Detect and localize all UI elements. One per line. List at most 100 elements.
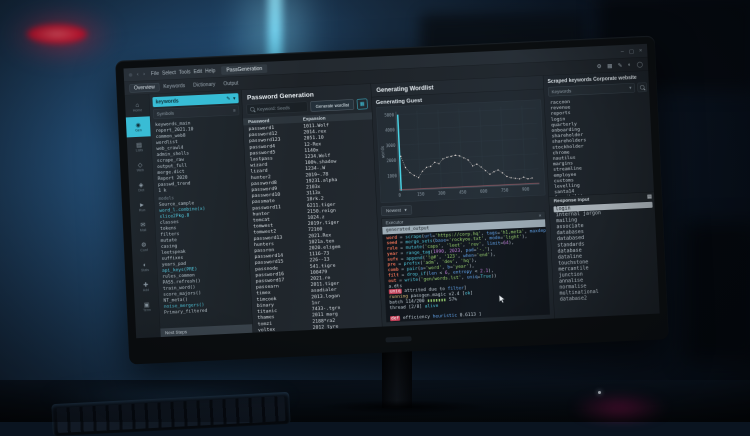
sidebar-item-stats[interactable]: ◐ Stats [132, 256, 157, 277]
sidebar-icon: ◐ [143, 261, 147, 268]
chevron-down-icon: ▾ [404, 207, 407, 213]
sidebar-icon: ► [139, 201, 145, 208]
sidebar-item-label: Stats [141, 269, 149, 273]
svg-text:600: 600 [480, 188, 488, 193]
svg-text:150: 150 [417, 191, 425, 196]
sidebar-item-lists[interactable]: ▤ Lists [127, 136, 152, 157]
keyword-seeds-value: Keyword: Seeds [257, 105, 290, 112]
minimize-button[interactable]: – [621, 48, 624, 55]
menu-item[interactable]: Tools [177, 68, 192, 76]
sidebar-item-label: Web [137, 169, 144, 173]
menu-item[interactable]: Select [160, 69, 177, 77]
sidebar-icon: ⌂ [135, 101, 139, 108]
response-input-title: Response Input [554, 197, 590, 204]
edit-icon[interactable]: ✎ [226, 96, 230, 102]
chevron-down-icon[interactable]: ▾ [233, 96, 236, 102]
chevron-down-icon: ▾ [629, 85, 632, 91]
svg-text:3000: 3000 [386, 143, 396, 148]
svg-text:900: 900 [522, 186, 530, 191]
nav-back-icon[interactable]: ‹ [137, 71, 139, 77]
svg-text:1000: 1000 [387, 173, 397, 178]
red-lamp [26, 24, 88, 44]
keywords-filter-value: Keywords [551, 88, 571, 94]
magenta-glow [572, 394, 668, 422]
close-button[interactable]: × [639, 47, 643, 54]
tab-keywords[interactable]: Keywords [159, 82, 189, 91]
sidebar-icon: ▤ [136, 141, 142, 148]
scraped-keywords-panel: Scraped keywords Corporate website Keywo… [543, 71, 659, 319]
search-button[interactable] [637, 82, 647, 92]
keyboard-keys [57, 396, 286, 433]
monitor-stand [382, 346, 412, 408]
sort-dropdown[interactable]: Newest ▾ [381, 205, 412, 216]
terminal-panel: Executor × generated_output word = scrap… [381, 211, 550, 323]
sidebar-icon: ⚙ [141, 241, 147, 248]
sidebar-item-web[interactable]: ◇ Web [128, 156, 153, 177]
sidebar-icon: ◉ [135, 121, 141, 128]
sidebar-item-run[interactable]: ► Run [130, 196, 155, 217]
sidebar-item-generator[interactable]: ◉ Gen [126, 116, 151, 137]
sidebar-item-terminal[interactable]: ▣ Term [134, 296, 159, 317]
tab-output[interactable]: Output [219, 79, 242, 88]
maximize-button[interactable]: ▢ [629, 48, 635, 55]
tab-dictionary[interactable]: Dictionary [189, 80, 220, 89]
sort-dropdown-label: Newest [386, 208, 401, 214]
wordlist-column: Generating Wordlist Generating Guest 100… [371, 76, 555, 327]
sidebar-item-label: Add [143, 289, 149, 293]
generate-wordlist-button[interactable]: Generate wordlist [310, 99, 354, 112]
terminal-title: Executor [385, 219, 403, 225]
chair-silhouette [684, 222, 750, 362]
svg-text:words: words [380, 145, 386, 158]
menu-item[interactable]: Help [203, 67, 217, 75]
menu-item[interactable]: File [149, 70, 160, 78]
close-icon[interactable]: × [539, 213, 542, 218]
sidebar-item-label: Home [133, 109, 142, 113]
app-tab[interactable]: PassGeneration [221, 64, 267, 75]
search-icon [250, 107, 255, 112]
sidebar-item-label: Run [139, 209, 146, 213]
tab-overview[interactable]: Overview [129, 83, 159, 93]
sidebar-item-dictionary[interactable]: ◈ Dict [129, 176, 154, 197]
sidebar-item-add[interactable]: ✚ Add [133, 276, 158, 297]
svg-text:2000: 2000 [386, 158, 396, 163]
sidebar-item-label: Dict [138, 189, 144, 193]
sidebar-icon: ◇ [138, 161, 143, 168]
svg-text:0: 0 [398, 193, 401, 198]
sidebar-item-config[interactable]: ⚙ Conf [131, 236, 156, 257]
stand-shadow [318, 400, 488, 414]
sidebar-item-label: Gen [135, 129, 142, 133]
list-icon[interactable]: ▤ [647, 194, 652, 200]
sidebar-icon: ▣ [144, 301, 150, 308]
account-icon[interactable]: ◯ [637, 61, 643, 68]
menu-item[interactable]: Edit [192, 67, 204, 75]
sidebar-item-label: Conf [140, 249, 148, 253]
svg-text:300: 300 [438, 190, 446, 195]
gear-icon[interactable]: ⚙ [597, 63, 602, 70]
symbols-filter-label: Symbols [157, 111, 174, 117]
expansion-cell: 2012 tyre [313, 324, 339, 331]
svg-text:450: 450 [459, 189, 467, 194]
sidebar-item-mail[interactable]: ✉ Mail [131, 216, 156, 237]
keyword-seeds-input[interactable]: Keyword: Seeds [246, 101, 308, 114]
sidebar-item-home[interactable]: ⌂ Home [125, 96, 150, 117]
pencil-icon[interactable]: ✎ [618, 62, 623, 69]
sidebar-icon: ◈ [139, 181, 144, 188]
theme-icon[interactable]: ◐ [628, 62, 632, 68]
nav-forward-icon[interactable]: › [143, 71, 145, 77]
sidebar-item-label: Lists [136, 149, 143, 153]
password-cell: voltex [258, 325, 313, 333]
grid-icon[interactable]: ▦ [607, 62, 613, 69]
export-button[interactable]: ▦ [357, 99, 368, 110]
window-dot [129, 73, 133, 77]
mouse-cursor [499, 294, 506, 304]
sidebar-item-label: Term [143, 308, 151, 312]
terminal-code[interactable]: word = scrape(url='https://corp.hq', tag… [383, 227, 550, 322]
